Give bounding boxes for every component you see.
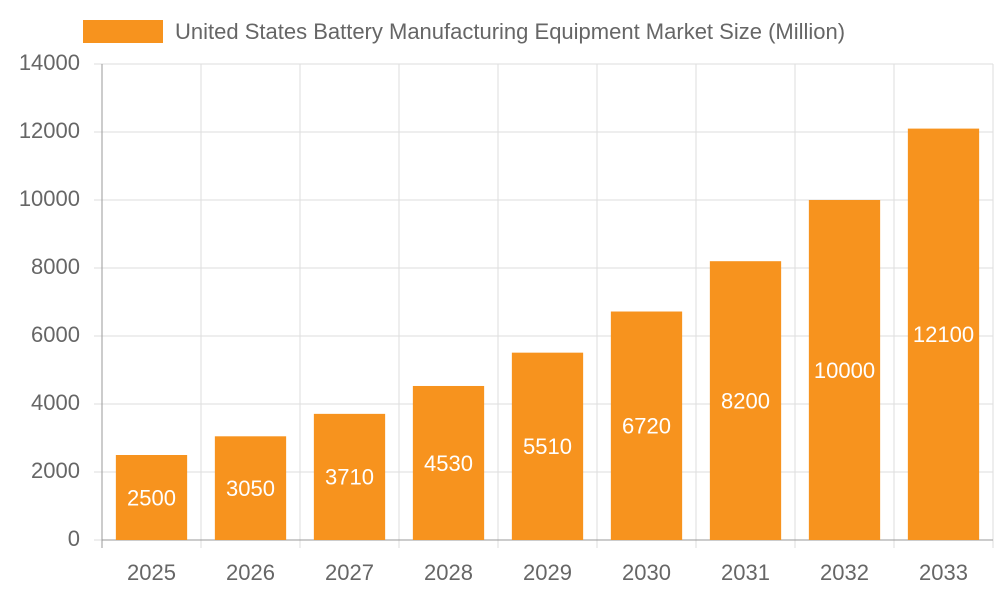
x-tick-label: 2032	[820, 560, 869, 585]
legend-label: United States Battery Manufacturing Equi…	[175, 19, 845, 44]
bar	[214, 436, 287, 540]
bar	[610, 311, 683, 540]
bar	[115, 455, 188, 540]
y-tick-label: 0	[68, 526, 80, 551]
bar	[709, 261, 782, 540]
data-label: 5510	[523, 434, 572, 459]
x-tick-label: 2025	[127, 560, 176, 585]
x-tick-label: 2030	[622, 560, 671, 585]
bar	[808, 200, 881, 540]
data-label: 3710	[325, 465, 374, 490]
data-label: 12100	[913, 322, 974, 347]
y-tick-label: 4000	[31, 390, 80, 415]
legend-swatch	[83, 20, 163, 43]
x-tick-label: 2027	[325, 560, 374, 585]
y-tick-label: 2000	[31, 458, 80, 483]
data-label: 6720	[622, 414, 671, 439]
x-tick-label: 2029	[523, 560, 572, 585]
x-tick-label: 2033	[919, 560, 968, 585]
data-label: 4530	[424, 451, 473, 476]
y-tick-label: 6000	[31, 322, 80, 347]
y-tick-label: 14000	[19, 50, 80, 75]
bar	[511, 352, 584, 540]
x-tick-label: 2028	[424, 560, 473, 585]
data-label: 3050	[226, 476, 275, 501]
data-label: 2500	[127, 485, 176, 510]
y-tick-label: 8000	[31, 254, 80, 279]
x-tick-label: 2026	[226, 560, 275, 585]
data-label: 8200	[721, 388, 770, 413]
bar	[412, 385, 485, 540]
x-tick-label: 2031	[721, 560, 770, 585]
y-tick-label: 10000	[19, 186, 80, 211]
bar	[313, 413, 386, 540]
y-tick-label: 12000	[19, 118, 80, 143]
data-label: 10000	[814, 358, 875, 383]
bar	[907, 128, 980, 540]
